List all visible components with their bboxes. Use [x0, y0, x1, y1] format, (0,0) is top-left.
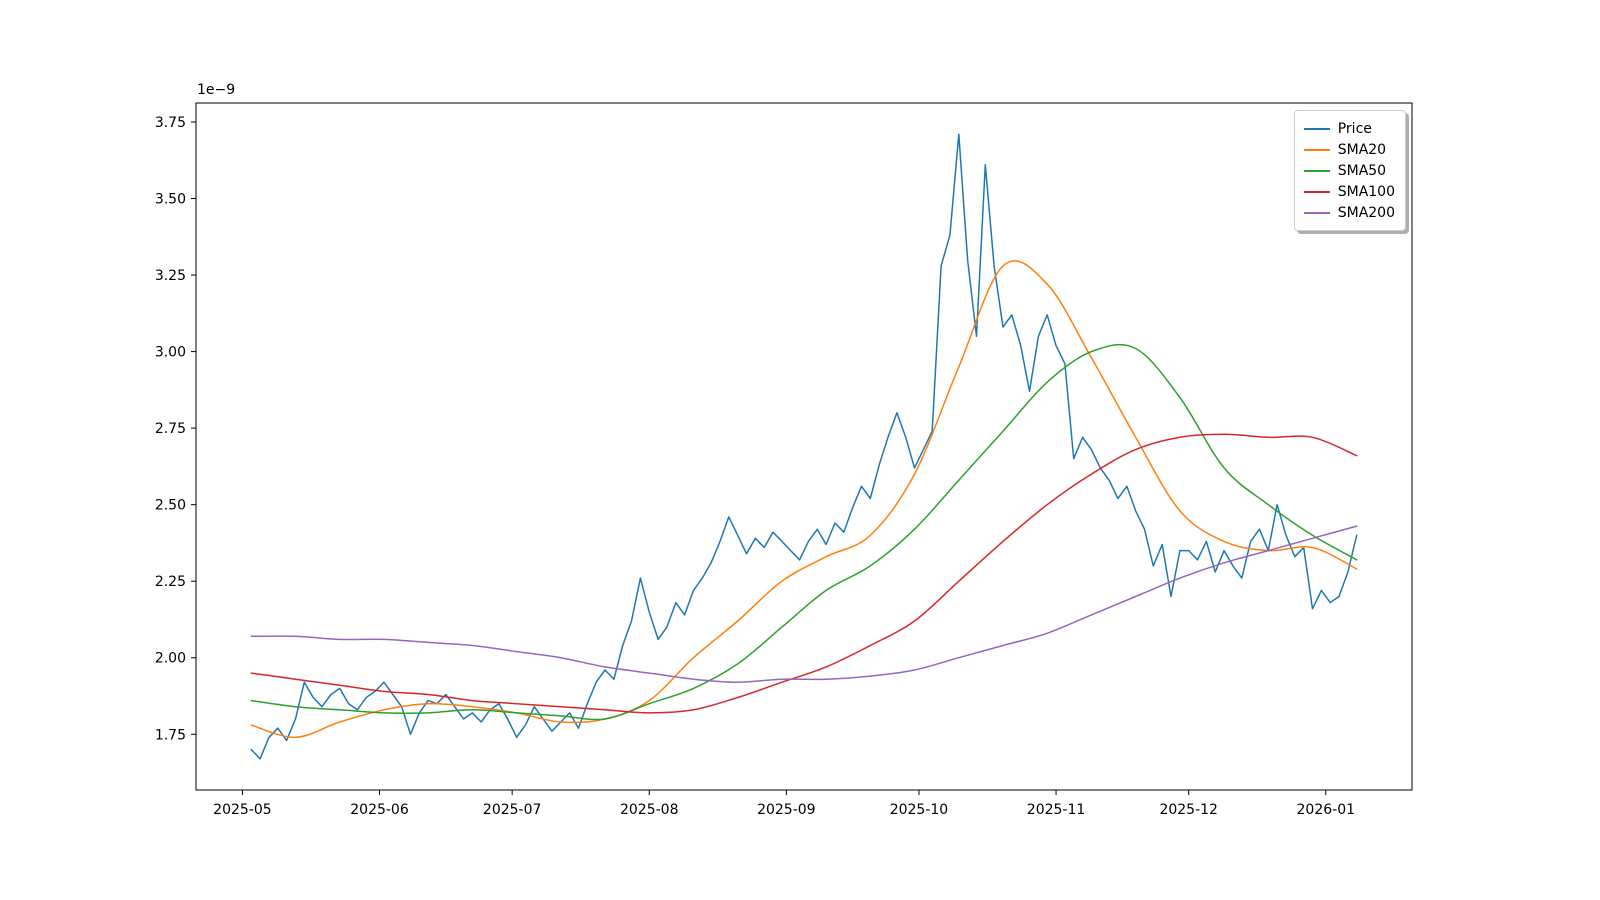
legend-item-sma50: SMA50: [1303, 160, 1395, 181]
y-tick-label: 3.25: [155, 268, 186, 284]
legend-label-sma50: SMA50: [1337, 162, 1387, 179]
y-tick-label: 3.50: [155, 192, 186, 208]
series-line-sma20: [250, 260, 1358, 739]
legend-item-sma100: SMA100: [1303, 181, 1395, 202]
y-tick-label: 2.25: [155, 574, 186, 590]
y-tick-label: 3.75: [155, 115, 186, 131]
x-tick-label: 2025-06: [350, 802, 409, 818]
legend-label-sma200: SMA200: [1337, 204, 1395, 221]
legend-line-sample-sma100: [1303, 190, 1330, 193]
legend-line-sample-sma20: [1303, 148, 1330, 151]
legend-label-price: Price: [1337, 120, 1372, 137]
legend-line-sample-sma200: [1303, 211, 1330, 214]
y-tick-label: 3.00: [155, 345, 186, 361]
y-tick-label: 2.75: [155, 421, 186, 437]
x-tick-label: 2025-08: [620, 802, 679, 818]
legend-line-sample-price: [1303, 127, 1330, 130]
x-tick-label: 2025-09: [757, 802, 816, 818]
legend-item-price: Price: [1303, 118, 1395, 139]
series-line-price: [250, 133, 1358, 760]
legend-line-sample-sma50: [1303, 169, 1330, 172]
x-tick-label: 2026-01: [1297, 802, 1356, 818]
legend-item-sma20: SMA20: [1303, 139, 1395, 160]
y-axis-offset-label: 1e−9: [197, 82, 236, 98]
x-tick-label: 2025-05: [213, 802, 272, 818]
y-tick-label: 2.00: [155, 651, 186, 667]
axes-frame: [195, 102, 1413, 791]
x-tick-label: 2025-07: [483, 802, 542, 818]
y-tick-label: 1.75: [155, 727, 186, 743]
series-line-sma50: [250, 343, 1358, 721]
x-tick-label: 2025-11: [1027, 802, 1086, 818]
legend-label-sma20: SMA20: [1337, 141, 1387, 158]
legend-item-sma200: SMA200: [1303, 202, 1395, 223]
legend: Price SMA20 SMA50 SMA100 SMA200: [1293, 110, 1406, 231]
x-tick-label: 2025-10: [890, 802, 949, 818]
series-line-sma100: [250, 433, 1358, 714]
legend-label-sma100: SMA100: [1337, 183, 1395, 200]
x-tick-label: 2025-12: [1159, 802, 1218, 818]
y-tick-label: 2.50: [155, 498, 186, 514]
series-line-sma200: [250, 525, 1358, 683]
